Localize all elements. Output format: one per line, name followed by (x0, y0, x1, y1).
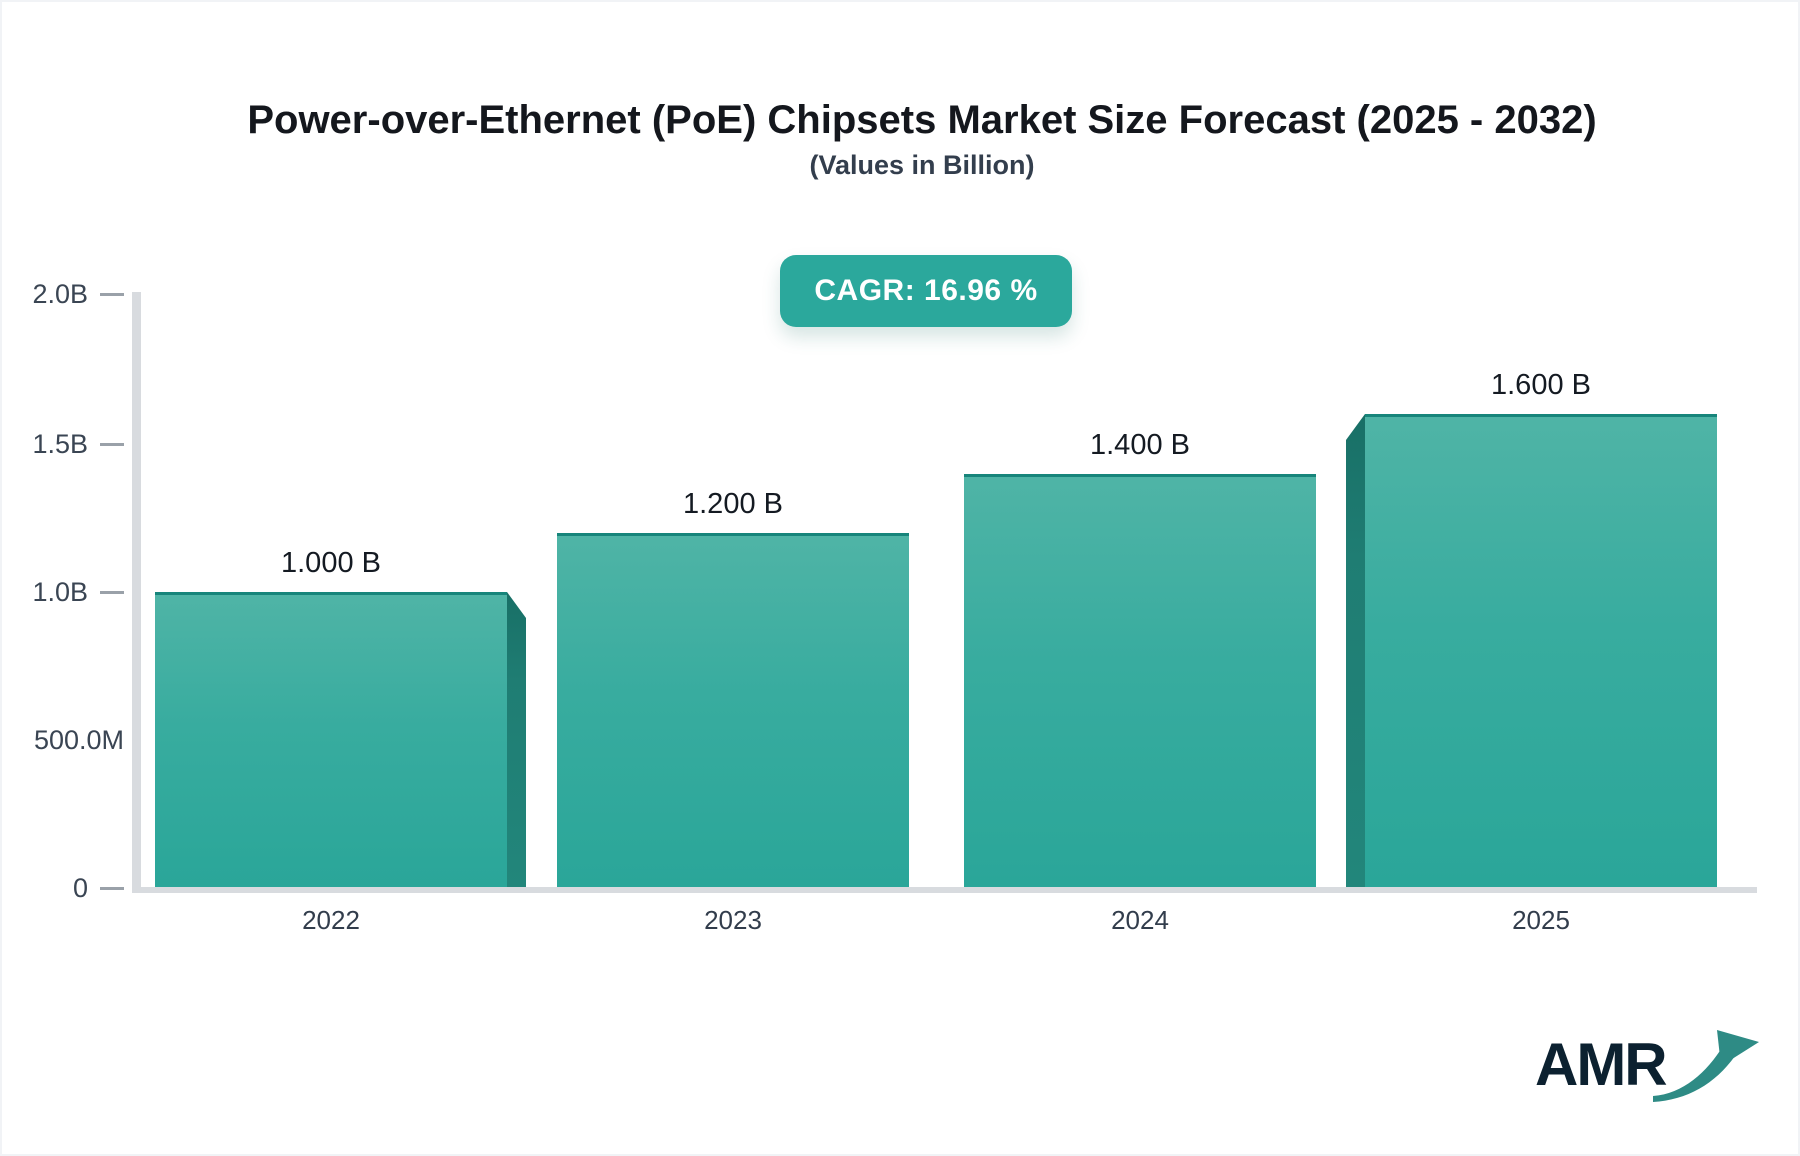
bar-2022 (155, 592, 507, 887)
x-label-2022: 2022 (302, 905, 360, 935)
y-tick-1.0b: 1.0B (2, 575, 124, 609)
chart-subtitle: (Values in Billion) (809, 150, 1035, 180)
tick-dash (100, 590, 124, 594)
y-tick-label: 500.0M (33, 724, 124, 755)
bar-2025-side-face (1346, 414, 1365, 887)
bar-2024 (964, 474, 1316, 887)
tick-dash (100, 886, 124, 890)
amr-logo-arrow-icon (1653, 1030, 1759, 1102)
y-tick-2.0b: 2.0B (2, 277, 124, 311)
y-tick-label: 1.5B (32, 428, 88, 459)
bar-value-2022: 1.000 B (281, 547, 381, 579)
y-tick-1.5b: 1.5B (2, 427, 124, 461)
y-tick-0: 0 (2, 871, 124, 905)
bar-2025 (1365, 414, 1717, 887)
chart-title: Power-over-Ethernet (PoE) Chipsets Marke… (247, 98, 1597, 142)
bar-value-2025: 1.600 B (1491, 369, 1591, 401)
x-label-2025: 2025 (1512, 905, 1570, 935)
x-label-2024: 2024 (1111, 905, 1169, 935)
y-tick-label: 0 (72, 872, 88, 903)
tick-dash (100, 292, 124, 296)
amr-logo-text: AMR (1535, 1031, 1668, 1098)
bar-value-2023: 1.200 B (683, 488, 783, 520)
cagr-badge: CAGR: 16.96 % (780, 255, 1072, 327)
y-tick-label: 2.0B (32, 278, 88, 309)
tick-dash (100, 442, 124, 446)
x-axis-line (132, 887, 1757, 893)
x-label-2023: 2023 (704, 905, 762, 935)
bar-2022-side-face (507, 592, 526, 887)
bar-2023 (557, 533, 909, 887)
y-axis-line (132, 292, 141, 893)
bar-value-2024: 1.400 B (1090, 429, 1190, 461)
y-tick-500m: 500.0M (2, 723, 143, 757)
y-tick-label: 1.0B (32, 576, 88, 607)
amr-logo: AMR (1535, 1030, 1759, 1120)
